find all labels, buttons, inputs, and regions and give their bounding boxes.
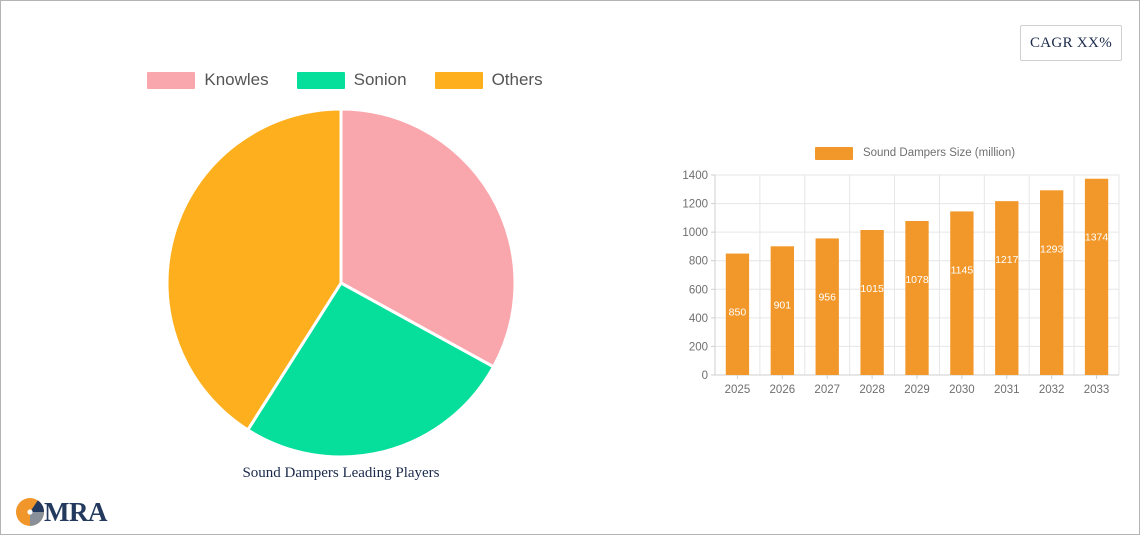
y-axis-tick-label: 0 (702, 370, 708, 382)
pie-legend-swatch-others (434, 71, 483, 89)
bar-value-label-2033: 1374 (1085, 232, 1109, 244)
pie-legend-label-sonion: Sonion (353, 70, 407, 89)
pie-legend-item-others[interactable]: Others (434, 70, 543, 90)
cagr-badge: CAGR XX% (1020, 25, 1122, 61)
pie-chart-svg (165, 107, 517, 459)
bar-2029[interactable] (905, 221, 929, 375)
pie-legend-label-knowles: Knowles (204, 70, 269, 89)
bar-2025[interactable] (725, 253, 750, 375)
pie-legend-item-knowles[interactable]: Knowles (147, 70, 269, 90)
bar-2026[interactable] (770, 246, 795, 375)
x-axis-tick-label-2032: 2032 (1039, 384, 1065, 396)
y-axis-tick-label: 800 (689, 256, 708, 268)
pie-slice-others[interactable] (165, 107, 343, 432)
x-axis-tick-label-2027: 2027 (814, 384, 840, 396)
bar-value-label-2030: 1145 (951, 264, 974, 276)
bar-value-label-2032: 1293 (1040, 243, 1064, 255)
pie-slice-sonion[interactable] (245, 281, 496, 459)
pie-legend-swatch-knowles (147, 71, 196, 89)
bar-value-label-2025: 850 (729, 307, 747, 319)
bar-2030[interactable] (950, 211, 974, 375)
pie-legend-label-others: Others (491, 70, 543, 89)
x-axis-tick-label-2031: 2031 (994, 384, 1020, 396)
bar-2027[interactable] (815, 238, 839, 375)
pie-chart-panel: Knowles Sonion Others Sound Dampers Lead… (21, 65, 661, 495)
bar-legend-label: Sound Dampers Size (million) (862, 147, 1016, 159)
pie-logo-icon (16, 498, 44, 526)
bar-value-label-2028: 1015 (860, 283, 884, 295)
bar-chart-plot: 0 200 400 600 800 1000 1200 1400 850 2025 901 2026 9… (677, 167, 1125, 411)
bar-2031[interactable] (995, 201, 1019, 375)
y-axis-tick-label: 200 (689, 341, 708, 353)
bar-value-label-2031: 1217 (995, 254, 1019, 266)
bar-value-label-2027: 956 (818, 291, 836, 303)
brand-logo: MRA (15, 496, 107, 528)
x-axis-tick-label-2033: 2033 (1084, 384, 1110, 396)
bar-2032[interactable] (1039, 190, 1064, 375)
pie-legend-swatch-sonion (296, 71, 345, 89)
bar-chart-svg: 0 200 400 600 800 1000 1200 1400 850 2025 901 2026 9… (682, 170, 1120, 396)
pie-legend: Knowles Sonion Others (21, 65, 661, 95)
bar-legend-swatch (814, 146, 853, 160)
brand-logo-text: MRA (44, 496, 107, 527)
y-axis-tick-label: 1400 (682, 170, 708, 182)
pie-legend-item-sonion[interactable]: Sonion (296, 70, 407, 90)
x-axis-tick-label-2029: 2029 (904, 384, 930, 396)
x-axis-tick-label-2028: 2028 (859, 384, 885, 396)
bar-value-label-2026: 901 (774, 299, 792, 311)
x-axis-tick-label-2025: 2025 (725, 384, 751, 396)
y-axis-tick-label: 400 (689, 313, 708, 325)
x-axis-tick-label-2030: 2030 (949, 384, 975, 396)
bar-2028[interactable] (860, 230, 884, 375)
y-axis-tick-label: 600 (689, 284, 708, 296)
bar-value-label-2029: 1078 (905, 274, 929, 286)
bar-2033[interactable] (1084, 178, 1109, 375)
bar-chart-panel: Sound Dampers Size (million) 0 200 400 600 8… (677, 143, 1125, 411)
pie-slice-knowles[interactable] (339, 107, 517, 369)
bar-legend[interactable]: Sound Dampers Size (million) (677, 143, 1125, 163)
pie-chart-caption: Sound Dampers Leading Players (242, 465, 440, 481)
x-axis-tick-label-2026: 2026 (770, 384, 796, 396)
y-axis-tick-label: 1000 (682, 227, 708, 239)
pie-chart (161, 103, 521, 463)
y-axis-tick-label: 1200 (682, 199, 708, 211)
